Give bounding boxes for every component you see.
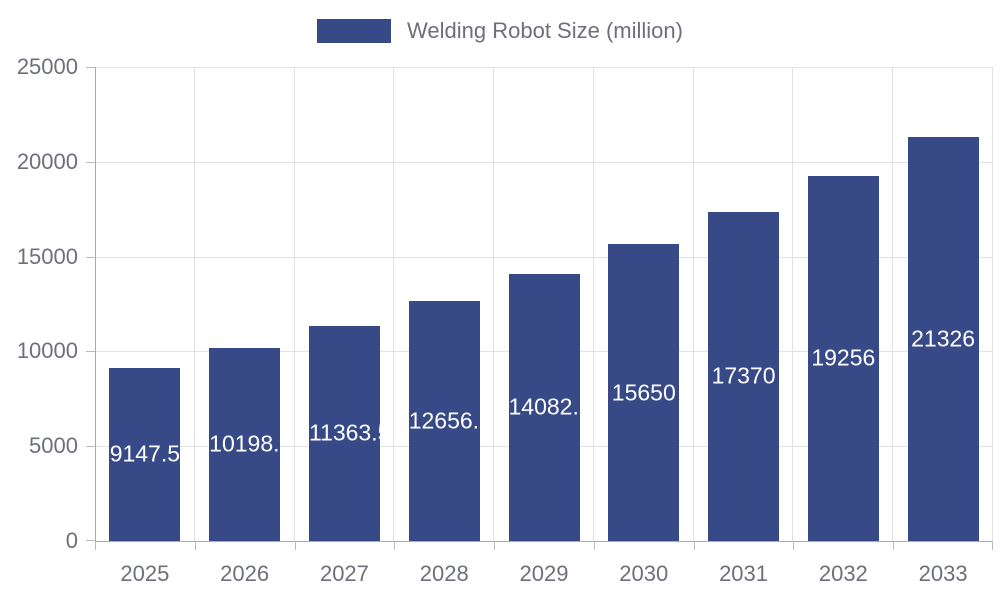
y-axis-tick-label: 15000 — [16, 243, 78, 269]
x-axis-tick — [693, 541, 695, 550]
y-axis-tick — [86, 161, 95, 163]
x-axis-tick-label: 2027 — [319, 561, 369, 586]
y-axis-tick — [86, 351, 95, 353]
legend-label: Welding Robot Size (million) — [407, 18, 683, 43]
bar-2033[interactable]: 21326 — [907, 136, 979, 541]
v-gridline-1 — [193, 67, 195, 541]
x-axis-tick-label: 2028 — [419, 561, 469, 586]
x-axis-tick — [494, 541, 496, 550]
bar-2027[interactable]: 11363.5 — [308, 325, 380, 541]
y-axis-tick — [86, 67, 95, 68]
bar-value-label: 12656.2 — [408, 407, 480, 434]
bar-2031[interactable]: 17370 — [708, 211, 780, 541]
v-gridline-8 — [892, 67, 894, 541]
x-axis-tick-label: 2033 — [918, 561, 968, 586]
v-gridline-4 — [493, 67, 495, 541]
y-axis-tick-label: 10000 — [16, 338, 78, 364]
v-gridline-5 — [592, 67, 594, 541]
bar-value-label: 21326 — [911, 325, 976, 352]
x-axis-tick — [593, 541, 595, 550]
y-axis-tick — [86, 540, 95, 541]
y-axis-tick-label: 25000 — [16, 54, 78, 79]
x-axis-tick — [893, 541, 895, 550]
x-axis-tick-label: 2029 — [519, 561, 569, 586]
y-axis-tick-label: 5000 — [29, 433, 78, 459]
bar-value-label: 14082.2 — [508, 393, 580, 420]
x-axis-tick — [95, 541, 96, 550]
x-axis-tick — [294, 541, 296, 550]
chart-legend[interactable]: Welding Robot Size (million) — [0, 18, 1000, 44]
x-axis-tick — [992, 541, 993, 550]
bar-2032[interactable]: 19256 — [807, 175, 879, 541]
bar-2029[interactable]: 14082.2 — [508, 274, 580, 541]
v-gridline-7 — [792, 67, 794, 541]
x-axis-tick-label: 2026 — [220, 561, 270, 586]
plot-area: 9147.5 10198.7 11363.5 12656.2 14082.2 15650 1… — [86, 67, 993, 550]
x-axis-tick — [394, 541, 396, 550]
x-axis-tick — [194, 541, 196, 550]
legend-swatch-icon — [317, 19, 392, 43]
x-axis-tick-label: 2025 — [120, 561, 170, 586]
bar-value-label: 15650 — [611, 379, 676, 406]
x-axis-tick-label: 2032 — [818, 561, 868, 586]
y-axis-tick — [86, 256, 95, 258]
v-gridline-3 — [393, 67, 395, 541]
y-axis-tick-label: 0 — [65, 528, 78, 553]
bar-value-label: 10198.7 — [209, 430, 280, 457]
bar-value-label: 9147.5 — [109, 440, 181, 467]
bar-2025[interactable]: 9147.5 — [109, 367, 181, 541]
v-gridline-2 — [293, 67, 295, 541]
x-axis-tick-label: 2031 — [719, 561, 769, 586]
h-gridline-20000 — [95, 161, 993, 163]
bar-2026[interactable]: 10198.7 — [209, 347, 281, 541]
v-gridline-6 — [692, 67, 694, 541]
bar-2028[interactable]: 12656.2 — [408, 301, 480, 541]
y-axis-tick-label: 20000 — [16, 148, 78, 174]
bar-value-label: 17370 — [711, 362, 776, 389]
h-gridline-15000 — [95, 256, 993, 258]
y-axis-tick — [86, 446, 95, 448]
x-axis-line — [95, 541, 993, 542]
x-axis-tick-label: 2030 — [619, 561, 669, 586]
bar-value-label: 11363.5 — [308, 419, 380, 446]
bar-2030[interactable]: 15650 — [608, 244, 680, 541]
x-axis-tick — [793, 541, 795, 550]
bar-value-label: 19256 — [811, 344, 876, 371]
v-gridline-9 — [992, 67, 993, 541]
y-axis-line — [95, 67, 96, 541]
h-gridline-25000 — [95, 67, 993, 68]
